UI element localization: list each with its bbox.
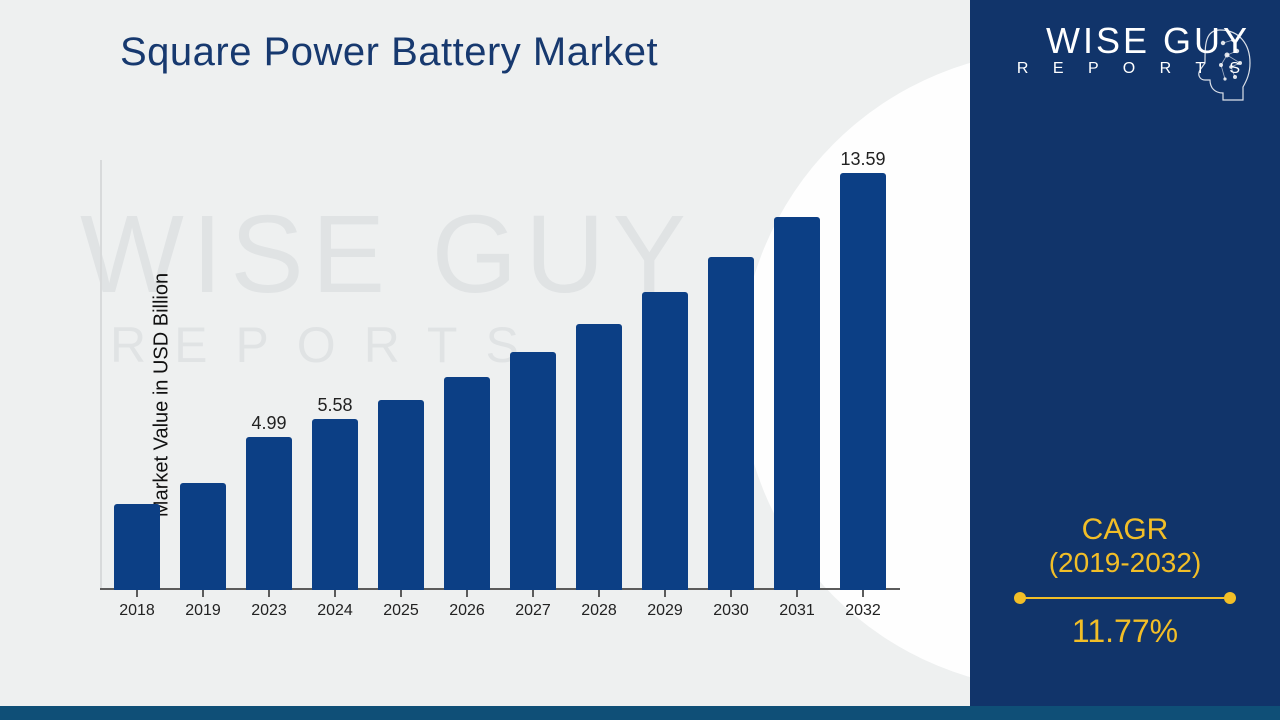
bar-2026: 2026: [444, 377, 490, 590]
bar-rect: [576, 324, 622, 590]
bar-2030: 2030: [708, 257, 754, 590]
x-tick-label: 2028: [569, 602, 629, 620]
bar-rect: [444, 377, 490, 590]
cagr-divider: [1020, 597, 1230, 599]
bar-value-label: 5.58: [312, 395, 358, 416]
bar-2018: 2018: [114, 504, 160, 590]
bar-value-label: 4.99: [246, 413, 292, 434]
x-tick-label: 2027: [503, 602, 563, 620]
x-tick-label: 2030: [701, 602, 761, 620]
bar-2031: 2031: [774, 217, 820, 590]
x-tick-mark: [334, 590, 336, 597]
x-tick-label: 2031: [767, 602, 827, 620]
bar-rect: [510, 352, 556, 590]
x-tick-mark: [136, 590, 138, 597]
chart-area: Market Value in USD Billion 201820194.99…: [60, 160, 910, 630]
bar-2025: 2025: [378, 400, 424, 590]
cagr-value: 11.77%: [1000, 613, 1250, 650]
x-tick-label: 2029: [635, 602, 695, 620]
x-tick-mark: [466, 590, 468, 597]
bar-2028: 2028: [576, 324, 622, 590]
x-tick-mark: [862, 590, 864, 597]
x-tick-mark: [532, 590, 534, 597]
cagr-title: CAGR: [1000, 513, 1250, 547]
x-tick-mark: [730, 590, 732, 597]
plot-region: 2018 2019 4.992023 5.582024 2025 2026 2027 2028…: [100, 160, 900, 590]
x-tick-mark: [400, 590, 402, 597]
x-tick-label: 2026: [437, 602, 497, 620]
x-tick-mark: [664, 590, 666, 597]
logo-line1: WISE GUY: [1017, 20, 1250, 62]
bar-2023: 4.992023: [246, 437, 292, 590]
bar-rect: [114, 504, 160, 590]
chart-title: Square Power Battery Market: [120, 30, 658, 75]
brand-logo: WISE GUY R E P O R T S: [1017, 20, 1250, 78]
x-tick-mark: [598, 590, 600, 597]
y-axis-line: [100, 160, 102, 590]
bar-2024: 5.582024: [312, 419, 358, 590]
bar-rect: [642, 292, 688, 590]
x-tick-label: 2023: [239, 602, 299, 620]
x-tick-label: 2032: [833, 602, 893, 620]
bar-rect: [708, 257, 754, 590]
x-tick-label: 2019: [173, 602, 233, 620]
x-tick-label: 2018: [107, 602, 167, 620]
bar-rect: [840, 173, 886, 590]
bar-2027: 2027: [510, 352, 556, 590]
page-root: WISE GUY R E P O R T S Square Power Batt…: [0, 0, 1280, 720]
bar-rect: [246, 437, 292, 590]
x-tick-label: 2024: [305, 602, 365, 620]
x-tick-mark: [202, 590, 204, 597]
bar-2032: 13.592032: [840, 173, 886, 590]
bar-rect: [312, 419, 358, 590]
bottom-accent-strip: [0, 706, 1280, 720]
bar-2019: 2019: [180, 483, 226, 591]
cagr-box: CAGR (2019-2032) 11.77%: [1000, 513, 1250, 650]
bar-rect: [774, 217, 820, 590]
x-tick-mark: [268, 590, 270, 597]
x-tick-label: 2025: [371, 602, 431, 620]
bar-value-label: 13.59: [840, 149, 886, 170]
logo-line2: R E P O R T S: [1017, 60, 1250, 78]
bar-rect: [180, 483, 226, 591]
x-tick-mark: [796, 590, 798, 597]
bar-rect: [378, 400, 424, 590]
bar-2029: 2029: [642, 292, 688, 590]
cagr-period: (2019-2032): [1000, 547, 1250, 579]
